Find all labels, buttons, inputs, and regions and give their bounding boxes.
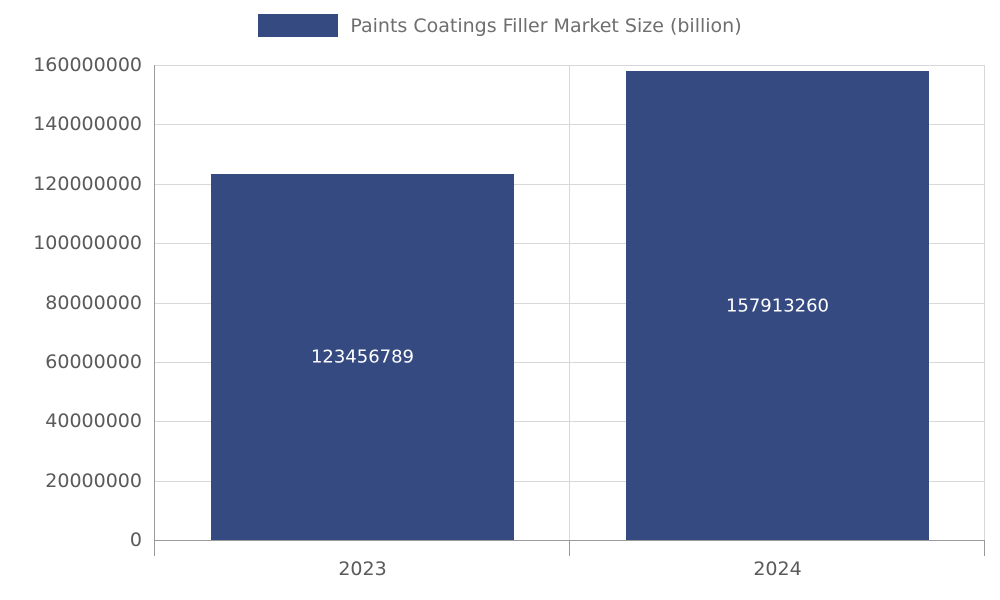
x-tick-mark: [984, 541, 985, 556]
chart-legend: Paints Coatings Filler Market Size (bill…: [0, 14, 1000, 37]
x-axis-line: [154, 540, 985, 541]
bar-value-label: 157913260: [725, 295, 830, 317]
bar-value-label: 123456789: [310, 346, 415, 368]
y-tick-label: 60000000: [45, 350, 142, 373]
plot-area: 123456789 157913260: [154, 65, 985, 556]
y-tick-label: 140000000: [33, 113, 142, 136]
y-tick-label: 120000000: [33, 172, 142, 195]
y-tick-label: 80000000: [45, 291, 142, 314]
h-gridline: [155, 302, 985, 304]
v-gridline: [984, 65, 985, 540]
h-gridline: [155, 65, 985, 66]
y-axis-labels: 0 20000000 40000000 60000000 80000000 1000000…: [0, 54, 142, 551]
y-tick-label: 100000000: [33, 232, 142, 255]
h-gridline: [155, 421, 985, 423]
x-tick-mark: [154, 541, 155, 556]
y-axis-line: [154, 65, 155, 540]
bar-2024: 157913260: [626, 71, 929, 540]
y-tick-label: 0: [129, 529, 142, 551]
y-tick-label: 20000000: [45, 469, 142, 492]
h-gridline: [155, 124, 985, 126]
legend-swatch: [258, 14, 339, 37]
x-axis-labels: 2023 2024: [155, 558, 985, 588]
h-gridline: [155, 480, 985, 482]
x-tick-mark: [569, 541, 570, 556]
bar-2023: 123456789: [211, 173, 514, 540]
v-gridline: [569, 65, 570, 540]
y-tick-label: 40000000: [45, 410, 142, 433]
h-gridline: [155, 361, 985, 363]
y-tick-label: 160000000: [33, 54, 142, 76]
h-gridline: [155, 243, 985, 245]
chart-title: Paints Coatings Filler Market Size (bill…: [350, 14, 742, 37]
x-tick-label: 2024: [753, 558, 802, 580]
x-tick-label: 2023: [338, 558, 387, 580]
h-gridline: [155, 183, 985, 185]
